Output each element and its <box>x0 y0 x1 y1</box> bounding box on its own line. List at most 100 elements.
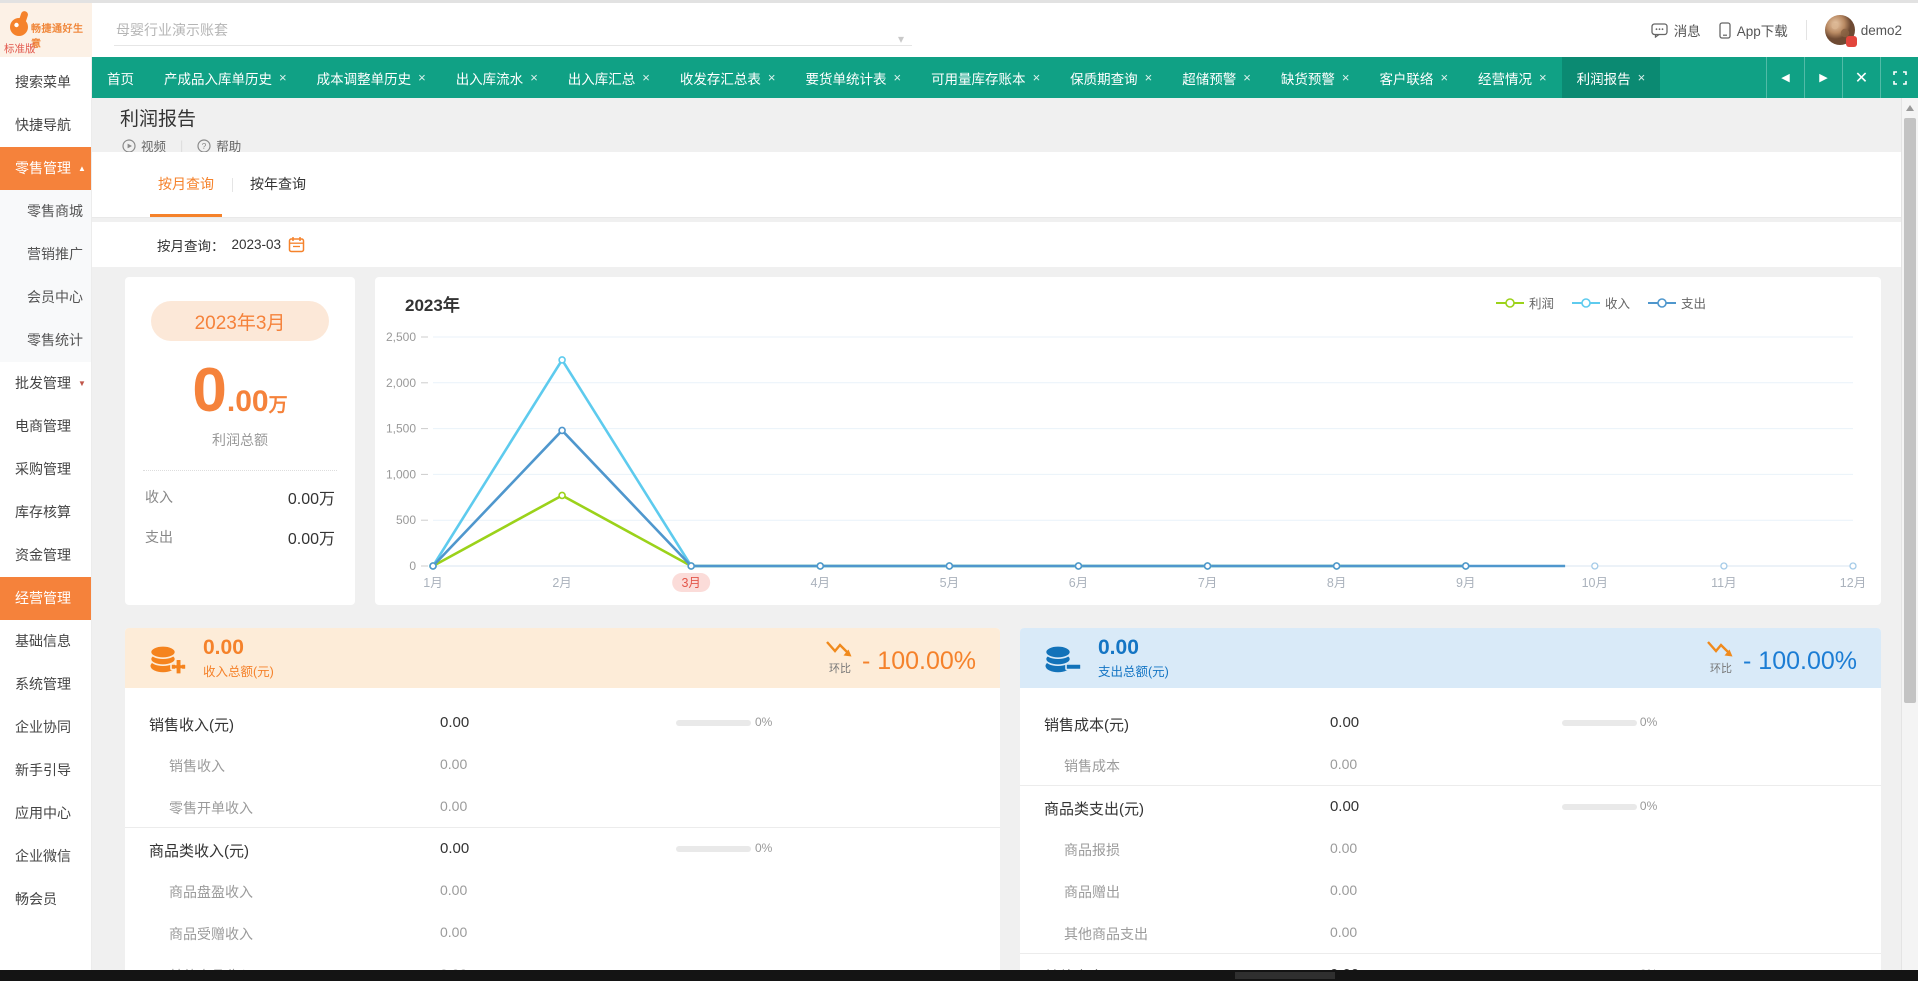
tabbar-tab[interactable]: 要货单统计表 × <box>790 57 916 98</box>
svg-text:2,000: 2,000 <box>386 376 416 390</box>
svg-text:1月: 1月 <box>423 576 442 590</box>
tabbar: 首页 产成品入库单历史 × 成本调整单历史 × 出入库流水 × 出入库汇总 × 收发存汇总表 × 要货… <box>92 57 1918 98</box>
tab-label: 经营情况 <box>1478 71 1533 87</box>
help-button[interactable]: ? 帮助 <box>197 136 241 155</box>
tab-close-icon[interactable]: × <box>418 70 426 85</box>
tab-label: 产成品入库单历史 <box>164 71 272 87</box>
tabbar-tab[interactable]: 利润报告 × <box>1561 57 1661 98</box>
sidebar-item[interactable]: 基础信息 <box>15 633 71 649</box>
video-button[interactable]: 视频 <box>122 136 166 155</box>
tabbar-tab[interactable]: 保质期查询 × <box>1055 57 1167 98</box>
account-select[interactable]: 母婴行业演示账套 ▾ <box>114 16 912 46</box>
tab-label: 保质期查询 <box>1070 71 1138 87</box>
sidebar-item[interactable]: 应用中心 <box>15 805 71 821</box>
row-label: 销售收入 <box>169 758 225 774</box>
tabbar-tab[interactable]: 超储预警 × <box>1167 57 1266 98</box>
user-menu[interactable]: demo2 <box>1824 15 1902 47</box>
sidebar-item[interactable]: 经营管理 <box>0 577 91 620</box>
row-percent: 0% <box>755 715 773 729</box>
tab-close-icon[interactable]: × <box>1440 70 1449 85</box>
sidebar-item[interactable]: 企业微信 <box>15 848 71 864</box>
app-download-button[interactable]: App下载 <box>1719 20 1788 40</box>
tab-close-icon[interactable]: × <box>767 70 776 85</box>
tab-label: 首页 <box>107 71 134 87</box>
row-value: 0.00 <box>440 798 468 814</box>
query-tab-year[interactable]: 按年查询 <box>250 176 306 192</box>
messages-label: 消息 <box>1673 24 1701 39</box>
row-percent: 0% <box>1640 967 1657 970</box>
sidebar-subitem[interactable]: 营销推广 <box>27 246 83 262</box>
summary-row: 收入 0.00万 <box>125 477 355 517</box>
sidebar-item[interactable]: 资金管理 <box>15 547 71 563</box>
tabbar-tab[interactable]: 可用量库存账本 × <box>916 57 1055 98</box>
profit-total-value: 0.00万 <box>125 355 355 426</box>
scrollbar-thumb[interactable] <box>1904 118 1916 703</box>
sidebar-item[interactable]: 零售管理 ▲ <box>0 147 91 190</box>
tab-scroll-left-button[interactable]: ◀ <box>1766 57 1804 98</box>
tab-close-icon[interactable]: × <box>530 70 538 85</box>
sidebar-subitem[interactable]: 零售商城 <box>27 203 83 219</box>
legend-item[interactable]: 支出 <box>1647 293 1706 312</box>
report-row: 销售成本 0.00 <box>1020 744 1881 786</box>
tabbar-tab[interactable]: 缺货预警 × <box>1266 57 1365 98</box>
sidebar-item[interactable]: 快捷导航 <box>15 117 71 133</box>
sidebar-item[interactable]: 库存核算 <box>15 504 71 520</box>
tabbar-tab[interactable]: 经营情况 × <box>1463 57 1562 98</box>
sidebar-item[interactable]: 新手引导 <box>15 762 71 778</box>
sidebar-subitem[interactable]: 零售统计 <box>27 332 83 348</box>
tab-label: 出入库汇总 <box>567 71 636 87</box>
row-value: 0.00 <box>440 882 468 898</box>
tab-close-icon[interactable]: × <box>1539 70 1547 85</box>
svg-text:12月: 12月 <box>1840 576 1866 590</box>
sidebar-item[interactable]: 批发管理 ▼ <box>15 375 86 391</box>
tab-close-icon[interactable]: × <box>1243 70 1251 85</box>
sidebar-item[interactable]: 搜索菜单 <box>15 74 71 90</box>
tabbar-tab[interactable]: 出入库流水 × <box>441 57 553 98</box>
tab-label: 超储预警 <box>1182 71 1237 87</box>
tabbar-close-button[interactable]: ✕ <box>1842 57 1880 98</box>
sidebar-item[interactable]: 系统管理 <box>15 676 71 692</box>
page-title: 利润报告 <box>120 109 197 130</box>
svg-text:1,500: 1,500 <box>386 422 416 436</box>
scroll-up-icon[interactable] <box>1906 105 1914 111</box>
tab-close-icon[interactable]: × <box>1032 70 1041 85</box>
sidebar: 搜索菜单快捷导航零售管理 ▲ 零售商城营销推广会员中心零售统计批发管理 ▼ 电商管理采购… <box>0 57 92 970</box>
tabbar-tab[interactable]: 客户联络 × <box>1364 57 1463 98</box>
tab-close-icon[interactable]: × <box>893 70 902 85</box>
horizontal-scroll-thumb[interactable] <box>1235 972 1335 979</box>
month-filter-value[interactable]: 2023-03 <box>231 237 282 252</box>
vertical-scrollbar[interactable] <box>1901 98 1918 970</box>
tabbar-tab[interactable]: 成本调整单历史 × <box>302 57 441 98</box>
tabbar-tab[interactable]: 首页 <box>92 57 149 98</box>
messages-button[interactable]: 消息 <box>1651 20 1701 40</box>
calendar-icon[interactable] <box>288 236 305 253</box>
tabbar-tab[interactable]: 出入库汇总 × <box>553 57 665 98</box>
row-progress-bar <box>1562 720 1638 726</box>
chevron-down-icon: ▾ <box>897 32 904 46</box>
sidebar-item[interactable]: 畅会员 <box>15 891 57 907</box>
tabbar-tab[interactable]: 产成品入库单历史 × <box>149 57 302 98</box>
report-row: 其他商品支出 0.00 <box>1020 912 1881 954</box>
tabbar-fullscreen-button[interactable] <box>1880 57 1918 98</box>
legend-item[interactable]: 利润 <box>1495 293 1554 312</box>
tab-close-icon[interactable]: × <box>1341 70 1350 85</box>
tab-scroll-right-button[interactable]: ▶ <box>1804 57 1842 98</box>
sidebar-item[interactable]: 电商管理 <box>15 418 71 434</box>
tab-close-icon[interactable]: × <box>279 70 287 85</box>
tab-label: 可用量库存账本 <box>931 71 1026 87</box>
income-card: 0.00 收入总额(元) 环比 - 100.00% 销售收入(元) 0.00 0% 销… <box>125 628 1000 970</box>
sidebar-item[interactable]: 企业协同 <box>15 719 71 735</box>
tabbar-tab[interactable]: 收发存汇总表 × <box>665 57 791 98</box>
tab-close-icon[interactable]: × <box>642 70 650 85</box>
legend-item[interactable]: 收入 <box>1571 293 1630 312</box>
row-label: 商品受赠收入 <box>169 926 253 942</box>
expense-total-value: 0.00 <box>1098 635 1139 659</box>
query-tab-month[interactable]: 按月查询 <box>150 152 222 217</box>
tab-close-icon[interactable]: × <box>1144 70 1153 85</box>
sidebar-subitem[interactable]: 会员中心 <box>27 289 83 305</box>
sidebar-item[interactable]: 采购管理 <box>15 461 71 477</box>
tab-close-icon[interactable]: × <box>1637 70 1646 85</box>
chevron-down-icon: ▼ <box>78 379 86 388</box>
report-row: 其他支出(元) 0.00 0% <box>1020 954 1881 970</box>
period-badge: 2023年3月 <box>151 301 329 341</box>
